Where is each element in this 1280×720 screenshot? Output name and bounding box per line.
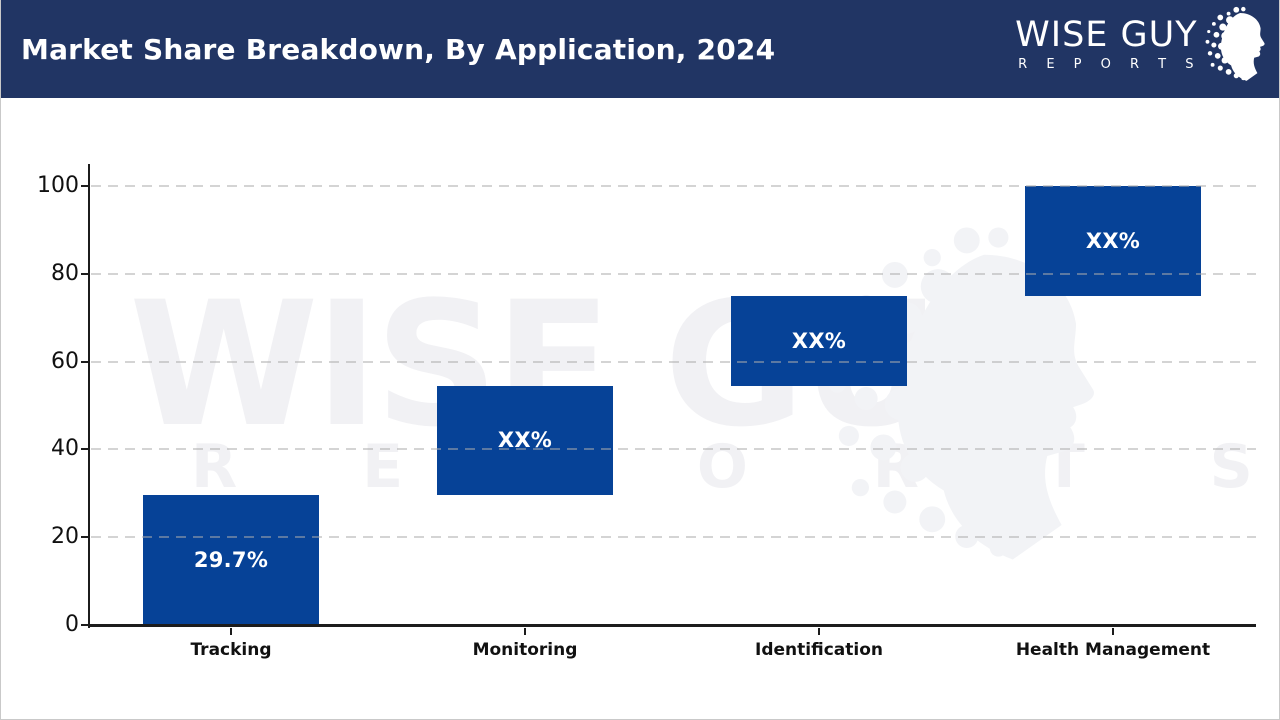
logo-wordmark: WISE GUY — [1015, 15, 1198, 55]
logo-subtitle: R E P O R T S — [1018, 57, 1201, 72]
y-tick-mark — [81, 536, 90, 539]
y-tick-mark — [81, 185, 90, 187]
gridline-100 — [91, 185, 1256, 187]
category-label-tracking: Tracking — [190, 640, 272, 660]
bar-tracking: 29.7% — [143, 494, 319, 625]
bar-value-label: XX% — [497, 428, 553, 453]
y-tick-mark — [81, 272, 90, 275]
watermark-subtitle: R E P O R T S — [191, 432, 1280, 502]
page-title: Market Share Breakdown, By Application, … — [21, 32, 776, 66]
bar-identification: XX% — [731, 295, 907, 387]
wise-guy-logo: WISE GUY R E P O R T S — [1015, 4, 1267, 86]
y-tick-label: 80 — [51, 260, 79, 286]
y-tick-mark — [81, 360, 90, 363]
category-label-health-management: Health Management — [1015, 640, 1211, 660]
header-bar: Market Share Breakdown, By Application, … — [1, 0, 1279, 98]
y-tick-mark — [81, 448, 90, 451]
x-tick-mark — [818, 628, 820, 635]
bar-value-label: XX% — [791, 328, 847, 353]
gridline-40 — [91, 448, 1256, 451]
y-tick-label: 40 — [51, 436, 79, 462]
y-tick-label: 0 — [65, 612, 79, 637]
bar-value-label: 29.7% — [193, 547, 269, 572]
y-axis-line — [88, 164, 90, 628]
y-tick-mark — [81, 624, 90, 626]
category-label-identification: Identification — [755, 640, 883, 660]
y-tick-label: 100 — [37, 173, 79, 198]
category-label-monitoring: Monitoring — [472, 640, 578, 660]
gridline-60 — [91, 360, 1256, 363]
x-tick-mark — [524, 628, 526, 635]
bar-health-management: XX% — [1025, 186, 1201, 296]
x-tick-mark — [1112, 628, 1114, 635]
logo-face-icon — [1203, 4, 1267, 86]
y-tick-label: 20 — [51, 524, 79, 550]
gridline-80 — [91, 272, 1256, 275]
bar-value-label: XX% — [1085, 228, 1141, 253]
bar-monitoring: XX% — [437, 386, 613, 495]
x-tick-mark — [230, 628, 232, 635]
y-tick-label: 60 — [51, 348, 79, 374]
x-axis-line — [88, 624, 1256, 627]
logo-text: WISE GUY R E P O R T S — [1015, 15, 1201, 73]
gridline-20 — [91, 536, 1256, 539]
